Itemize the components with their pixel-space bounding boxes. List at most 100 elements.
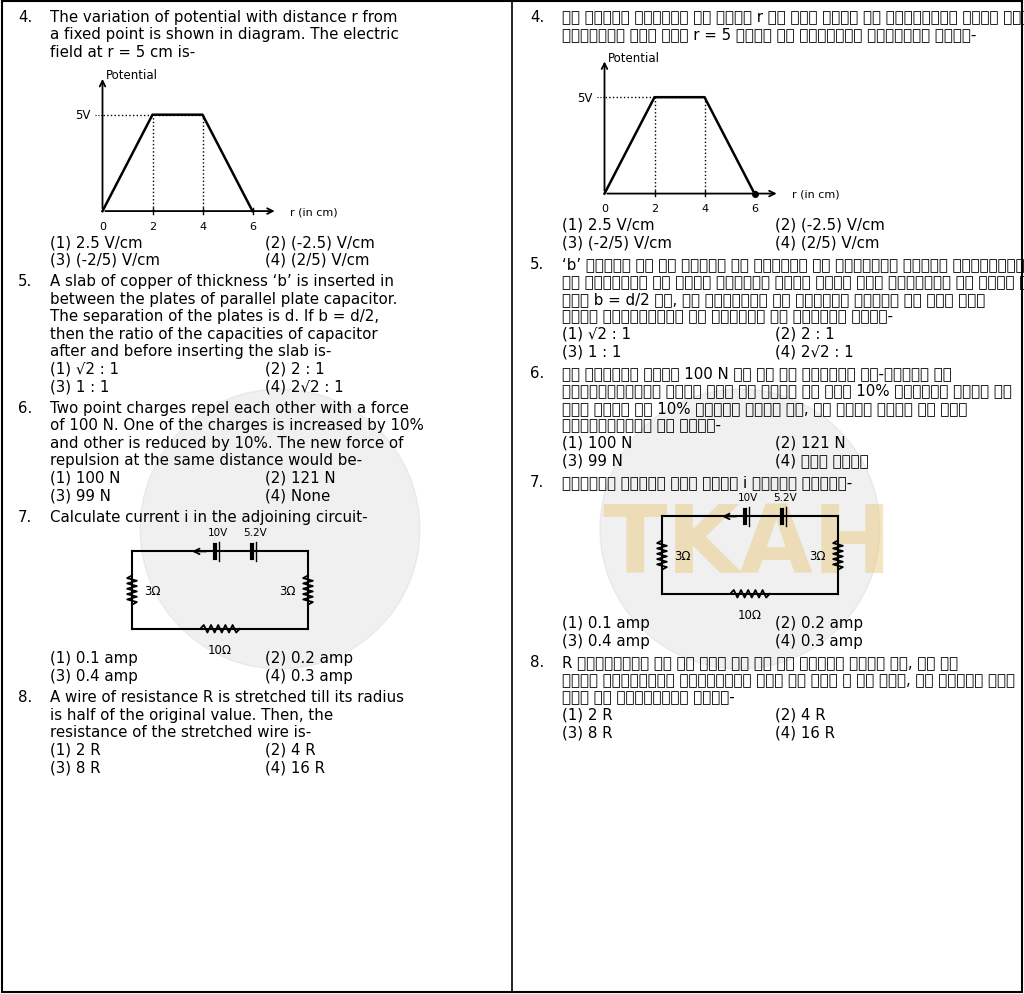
Text: repulsion at the same distance would be-: repulsion at the same distance would be- [50,453,362,468]
Text: (2) 2 : 1: (2) 2 : 1 [265,362,325,377]
Text: ‘b’ मोटाई की एक ताँबे की पटिटका को समान्तर प्लेट संधारित्र: ‘b’ मोटाई की एक ताँबे की पटिटका को समान्… [562,256,1024,271]
Text: (3) 8 R: (3) 8 R [562,725,612,740]
Text: resistance of the stretched wire is-: resistance of the stretched wire is- [50,725,311,740]
Text: तथा अन्य का 10% घटाया जाता है, तो समान दूरी पर नया: तथा अन्य का 10% घटाया जाता है, तो समान द… [562,401,968,415]
Circle shape [600,390,880,669]
Text: 2: 2 [651,204,658,214]
Text: 5.2V: 5.2V [773,492,797,502]
Text: and other is reduced by 10%. The new force of: and other is reduced by 10%. The new for… [50,435,403,450]
Text: a fixed point is shown in diagram. The electric: a fixed point is shown in diagram. The e… [50,28,398,43]
Text: (1) 2.5 V/cm: (1) 2.5 V/cm [50,236,142,250]
Text: between the plates of parallel plate capacitor.: between the plates of parallel plate cap… [50,291,397,307]
Text: R प्रतिरोध के एक तार को जब तक खींचा जाता है, जब तक: R प्रतिरोध के एक तार को जब तक खींचा जाता… [562,655,958,670]
Text: The variation of potential with distance r from: The variation of potential with distance… [50,10,397,25]
Text: A slab of copper of thickness ‘b’ is inserted in: A slab of copper of thickness ‘b’ is ins… [50,274,394,289]
Text: 7.: 7. [530,474,544,489]
Text: is half of the original value. Then, the: is half of the original value. Then, the [50,708,333,723]
Text: (1) √2 : 1: (1) √2 : 1 [50,362,119,377]
Text: Calculate current i in the adjoining circuit-: Calculate current i in the adjoining cir… [50,510,368,525]
Text: of 100 N. One of the charges is increased by 10%: of 100 N. One of the charges is increase… [50,418,424,433]
Text: पहले संधारित्र की धारिता का अनुपात होगा-: पहले संधारित्र की धारिता का अनुपात होगा- [562,309,893,324]
Text: यदि b = d/2 हो, तब पट्टिका को प्रवेश कराने के बाद तथा: यदि b = d/2 हो, तब पट्टिका को प्रवेश करा… [562,291,985,307]
Text: 3Ω: 3Ω [809,549,826,562]
Text: दर्शाया गया है। r = 5 सेमी पर विद्युत क्षेत्र होगा-: दर्शाया गया है। r = 5 सेमी पर विद्युत क्… [562,28,976,43]
Text: (2) 4 R: (2) 4 R [265,743,315,757]
Text: 3Ω: 3Ω [144,584,161,597]
Text: (4) 0.3 amp: (4) 0.3 amp [265,668,353,683]
Text: (4) (2/5) V/cm: (4) (2/5) V/cm [265,252,370,267]
Text: (1) 0.1 amp: (1) 0.1 amp [50,651,138,666]
Text: 0: 0 [601,204,608,214]
Text: 6.: 6. [530,366,544,381]
Text: (4) None: (4) None [265,488,331,503]
Text: TKAH: TKAH [603,501,892,592]
Text: (4) 16 R: (4) 16 R [265,759,325,774]
Text: 4.: 4. [18,10,32,25]
Text: (4) 16 R: (4) 16 R [775,725,835,740]
Text: 5V: 5V [577,91,592,104]
Text: 2: 2 [148,222,156,232]
Text: (2) (-2.5) V/cm: (2) (-2.5) V/cm [775,218,885,233]
Text: (3) 0.4 amp: (3) 0.4 amp [50,668,138,683]
Text: 6: 6 [751,204,758,214]
Text: 4.: 4. [530,10,544,25]
Text: Potential: Potential [608,52,660,65]
Text: 4: 4 [701,204,708,214]
Text: (3) 99 N: (3) 99 N [50,488,111,503]
Text: (2) 2 : 1: (2) 2 : 1 [775,327,835,342]
Text: (2) 121 N: (2) 121 N [775,435,846,450]
Text: (4) कोई नहीं: (4) कोई नहीं [775,453,868,468]
Text: (4) (2/5) V/cm: (4) (2/5) V/cm [775,236,880,250]
Text: (2) 121 N: (2) 121 N [265,470,336,485]
Text: (4) 2√2 : 1: (4) 2√2 : 1 [775,344,854,359]
Text: की प्लेटों के मध्य प्रवेश कराई जाती है। प्लेटों के मध्य दूरी d है,: की प्लेटों के मध्य प्रवेश कराई जाती है। … [562,274,1024,289]
Text: (4) 2√2 : 1: (4) 2√2 : 1 [265,379,344,394]
Text: (3) (-2/5) V/cm: (3) (-2/5) V/cm [562,236,672,250]
Text: (3) 1 : 1: (3) 1 : 1 [50,379,110,394]
Text: (2) 4 R: (2) 4 R [775,708,825,723]
Text: 5.2V: 5.2V [244,527,267,537]
Text: 6.: 6. [18,401,32,415]
Text: एक स्थिर बिन्दु से दूरी r के साथ विभव का परिवर्तन आरेख में: एक स्थिर बिन्दु से दूरी r के साथ विभव का… [562,10,1024,25]
Text: (3) 8 R: (3) 8 R [50,759,100,774]
Text: r (in cm): r (in cm) [290,207,338,217]
Text: (3) 0.4 amp: (3) 0.4 amp [562,633,650,648]
Text: इसकी त्रिज्या वास्तविक मान की आधी न हो जाए, तब खींचे हुए: इसकी त्रिज्या वास्तविक मान की आधी न हो ज… [562,672,1015,687]
Text: 0: 0 [99,222,106,232]
Text: (1) 0.1 amp: (1) 0.1 amp [562,616,650,631]
Text: 4: 4 [199,222,206,232]
Text: संलग्न परिपथ में धारा i ज्ञात कीजिए-: संलग्न परिपथ में धारा i ज्ञात कीजिए- [562,474,852,489]
Text: 10V: 10V [208,527,228,537]
Text: प्रतिकर्षण बल होगा-: प्रतिकर्षण बल होगा- [562,418,721,433]
Text: दो बिन्दु आवेश 100 N के एक बल द्वारा एक-दूसरे को: दो बिन्दु आवेश 100 N के एक बल द्वारा एक-… [562,366,951,381]
Text: Two point charges repel each other with a force: Two point charges repel each other with … [50,401,409,415]
Text: प्रतिकर्षित करते है। एक आवेश का मान 10% बढ़ाया जाता है: प्रतिकर्षित करते है। एक आवेश का मान 10% … [562,383,1012,399]
Text: 3Ω: 3Ω [674,549,690,562]
Text: (1) 2 R: (1) 2 R [50,743,100,757]
Text: 5.: 5. [18,274,32,289]
Text: Potential: Potential [106,70,159,83]
Text: (4) 0.3 amp: (4) 0.3 amp [775,633,863,648]
Text: r (in cm): r (in cm) [792,190,840,200]
Text: तार का प्रतिरोध होगा-: तार का प्रतिरोध होगा- [562,690,735,705]
Text: (1) 100 N: (1) 100 N [562,435,633,450]
Text: (2) 0.2 amp: (2) 0.2 amp [265,651,353,666]
Text: (1) 2 R: (1) 2 R [562,708,612,723]
Text: (1) 100 N: (1) 100 N [50,470,121,485]
Text: (3) 1 : 1: (3) 1 : 1 [562,344,622,359]
Text: 3Ω: 3Ω [280,584,296,597]
Text: 8.: 8. [530,655,544,670]
Text: after and before inserting the slab is-: after and before inserting the slab is- [50,344,332,359]
Text: The separation of the plates is d. If b = d/2,: The separation of the plates is d. If b … [50,309,379,324]
Text: 8.: 8. [18,690,32,705]
Text: 10Ω: 10Ω [738,608,762,622]
Text: 10Ω: 10Ω [208,644,232,657]
Text: 6: 6 [249,222,256,232]
Text: (2) (-2.5) V/cm: (2) (-2.5) V/cm [265,236,375,250]
Text: then the ratio of the capacities of capacitor: then the ratio of the capacities of capa… [50,327,378,342]
Text: (1) 2.5 V/cm: (1) 2.5 V/cm [562,218,654,233]
Text: 10V: 10V [737,492,758,502]
Text: 7.: 7. [18,510,32,525]
Text: (3) 99 N: (3) 99 N [562,453,623,468]
Text: 5V: 5V [75,109,90,122]
